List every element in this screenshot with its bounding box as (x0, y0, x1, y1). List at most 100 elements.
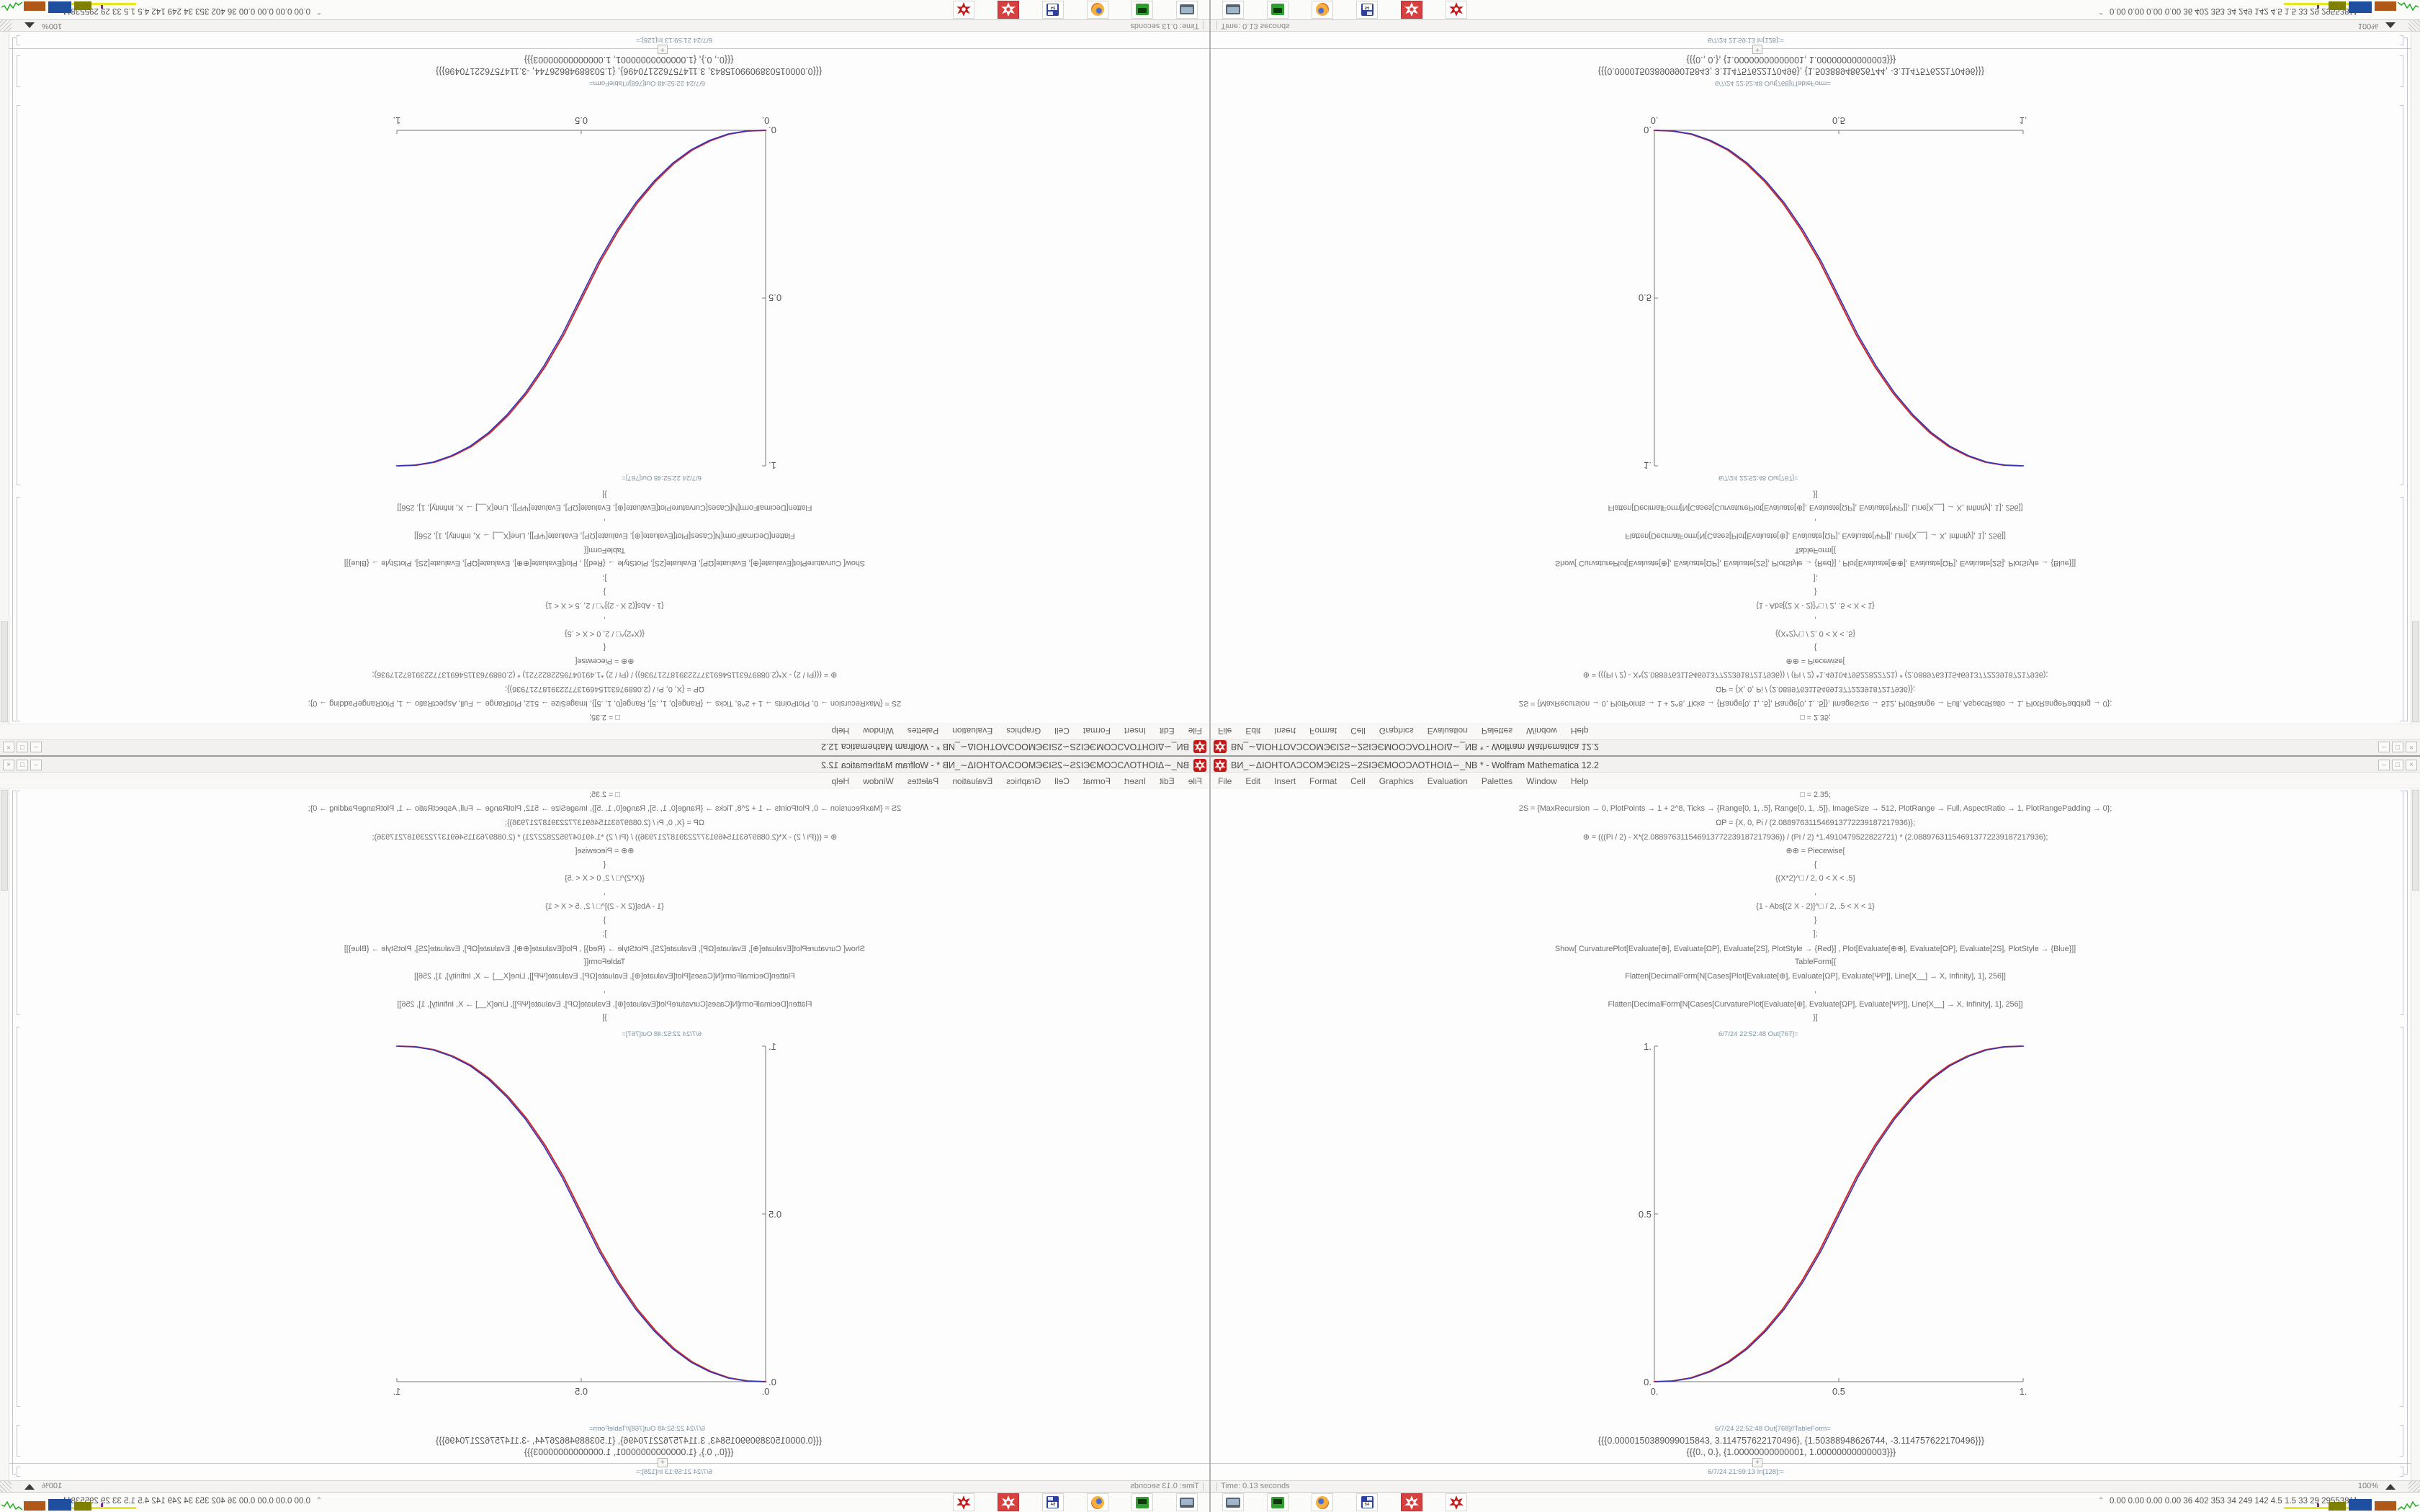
cell-bracket-new-input[interactable] (2400, 35, 2403, 45)
menu-insert[interactable]: Insert (1124, 726, 1146, 737)
window-titlebar[interactable]: ВИ_∽ΔΙΟΗΤΟΛϽCΟΜЭЄΙ2S∽2SΙЭЄΜΟΟϽΛΟΤΗΟΙΔ∽_N… (0, 756, 1209, 773)
scrollbar-thumb[interactable] (2412, 790, 2419, 891)
minimize-button[interactable]: – (2378, 760, 2390, 770)
taskbar-mathematica-icon[interactable] (1446, 1493, 1467, 1511)
taskbar-display-capture-icon[interactable] (1222, 1, 1244, 19)
menu-help[interactable]: Help (1570, 726, 1589, 737)
cell-bracket-input[interactable] (17, 791, 20, 1015)
menu-file[interactable]: File (1218, 775, 1232, 786)
zoom-level[interactable]: 100% (2357, 22, 2378, 30)
menu-window[interactable]: Window (863, 775, 894, 786)
menu-file[interactable]: File (1188, 726, 1202, 737)
menu-window[interactable]: Window (1526, 775, 1557, 786)
menu-format[interactable]: Format (1309, 775, 1337, 786)
zoom-level[interactable]: 100% (42, 1482, 63, 1490)
menu-palettes[interactable]: Palettes (907, 775, 939, 786)
taskbar-firefox-icon[interactable] (1087, 1493, 1108, 1511)
menu-graphics[interactable]: Graphics (1006, 775, 1041, 786)
close-button[interactable]: × (3, 742, 14, 752)
zoom-menu-arrow-icon[interactable] (2385, 22, 2396, 28)
cell-bracket-tableform[interactable] (17, 55, 20, 87)
zoom-menu-arrow-icon[interactable] (2385, 1484, 2396, 1490)
menu-evaluation[interactable]: Evaluation (1427, 775, 1468, 786)
maximize-button[interactable]: □ (17, 760, 28, 770)
menu-evaluation[interactable]: Evaluation (952, 726, 993, 737)
cell-bracket-new-input[interactable] (2400, 1467, 2403, 1477)
cell-group-bracket-outer[interactable] (2404, 791, 2408, 1475)
menu-window[interactable]: Window (1526, 726, 1557, 737)
close-button[interactable]: × (3, 760, 14, 770)
taskbar-package-manager-icon[interactable] (1131, 1493, 1153, 1511)
cell-bracket-tableform[interactable] (2400, 1425, 2403, 1457)
menu-edit[interactable]: Edit (1159, 726, 1175, 737)
menu-graphics[interactable]: Graphics (1006, 726, 1041, 737)
taskbar-mathematica-icon[interactable] (953, 1493, 974, 1511)
cell-bracket-plot-output[interactable] (17, 1027, 20, 1407)
menu-insert[interactable]: Insert (1124, 775, 1146, 786)
menu-format[interactable]: Format (1083, 726, 1111, 737)
taskbar-floppy-64-icon[interactable]: 64 (1042, 1493, 1064, 1511)
monitor-collapse-arrow-icon[interactable]: ⌃ (315, 1497, 322, 1505)
vertical-scrollbar[interactable] (2411, 788, 2420, 1480)
taskbar-package-manager-icon[interactable] (1131, 1, 1153, 19)
taskbar-firefox-icon[interactable] (1312, 1, 1333, 19)
menu-palettes[interactable]: Palettes (1481, 775, 1513, 786)
taskbar-display-capture-icon[interactable] (1176, 1493, 1198, 1511)
taskbar-floppy-64-icon[interactable]: 64 (1042, 1, 1064, 19)
menu-edit[interactable]: Edit (1159, 775, 1175, 786)
vertical-scrollbar[interactable] (0, 32, 9, 724)
cell-bracket-input[interactable] (2400, 497, 2403, 721)
menu-cell[interactable]: Cell (1350, 726, 1366, 737)
resize-grip[interactable] (2408, 1481, 2420, 1493)
cell-bracket-plot-output[interactable] (2400, 105, 2403, 485)
scrollbar-thumb[interactable] (1, 621, 8, 722)
scrollbar-thumb[interactable] (2412, 621, 2419, 722)
taskbar-package-manager-icon[interactable] (1267, 1, 1289, 19)
menu-cell[interactable]: Cell (1054, 775, 1070, 786)
monitor-collapse-arrow-icon[interactable]: ⌃ (2098, 7, 2105, 15)
minimize-button[interactable]: – (2378, 742, 2390, 752)
resize-grip[interactable] (2408, 19, 2420, 31)
cell-bracket-new-input[interactable] (17, 1467, 20, 1477)
taskbar-mathematica-icon[interactable] (1446, 1, 1467, 19)
cell-insert-plus-button[interactable]: + (658, 45, 668, 54)
scrollbar-thumb[interactable] (1, 790, 8, 891)
cell-group-bracket-outer[interactable] (2404, 37, 2408, 721)
zoom-level[interactable]: 100% (2357, 1482, 2378, 1490)
taskbar-firefox-icon[interactable] (1312, 1493, 1333, 1511)
close-button[interactable]: × (2406, 742, 2417, 752)
resize-grip[interactable] (0, 1481, 12, 1493)
minimize-button[interactable]: – (30, 742, 42, 752)
zoom-menu-arrow-icon[interactable] (24, 1484, 35, 1490)
menu-edit[interactable]: Edit (1245, 775, 1261, 786)
menu-evaluation[interactable]: Evaluation (952, 775, 993, 786)
monitor-collapse-arrow-icon[interactable]: ⌃ (315, 7, 322, 15)
menu-graphics[interactable]: Graphics (1379, 775, 1414, 786)
zoom-menu-arrow-icon[interactable] (24, 22, 35, 28)
menu-format[interactable]: Format (1083, 775, 1111, 786)
taskbar-mathematica-active-icon[interactable] (1401, 1493, 1422, 1511)
taskbar-floppy-64-icon[interactable]: 64 (1356, 1493, 1378, 1511)
menu-file[interactable]: File (1218, 726, 1232, 737)
zoom-level[interactable]: 100% (42, 22, 63, 30)
window-titlebar[interactable]: ВИ_∽ΔΙΟΗΤΟΛϽCΟΜЭЄΙ2S∽2SΙЭЄΜΟΟϽΛΟΤΗΟΙΔ∽_N… (0, 739, 1209, 756)
cell-group-bracket-outer[interactable] (12, 791, 16, 1475)
window-titlebar[interactable]: ВИ_∽ΔΙΟΗΤΟΛϽCΟΜЭЄΙ2S∽2SΙЭЄΜΟΟϽΛΟΤΗΟΙΔ∽_N… (1211, 739, 2420, 756)
minimize-button[interactable]: – (30, 760, 42, 770)
taskbar-display-capture-icon[interactable] (1222, 1493, 1244, 1511)
cell-bracket-tableform[interactable] (2400, 55, 2403, 87)
window-titlebar[interactable]: ВИ_∽ΔΙΟΗΤΟΛϽCΟΜЭЄΙ2S∽2SΙЭЄΜΟΟϽΛΟΤΗΟΙΔ∽_N… (1211, 756, 2420, 773)
menu-evaluation[interactable]: Evaluation (1427, 726, 1468, 737)
maximize-button[interactable]: □ (2392, 760, 2403, 770)
taskbar-floppy-64-icon[interactable]: 64 (1356, 1, 1378, 19)
cell-bracket-new-input[interactable] (17, 35, 20, 45)
cell-insert-plus-button[interactable]: + (1752, 1458, 1762, 1467)
taskbar-package-manager-icon[interactable] (1267, 1493, 1289, 1511)
vertical-scrollbar[interactable] (2411, 32, 2420, 724)
cell-bracket-plot-output[interactable] (2400, 1027, 2403, 1407)
monitor-collapse-arrow-icon[interactable]: ⌃ (2098, 1497, 2105, 1505)
menu-help[interactable]: Help (831, 775, 850, 786)
menu-file[interactable]: File (1188, 775, 1202, 786)
cell-insert-plus-button[interactable]: + (658, 1458, 668, 1467)
menu-insert[interactable]: Insert (1274, 775, 1296, 786)
